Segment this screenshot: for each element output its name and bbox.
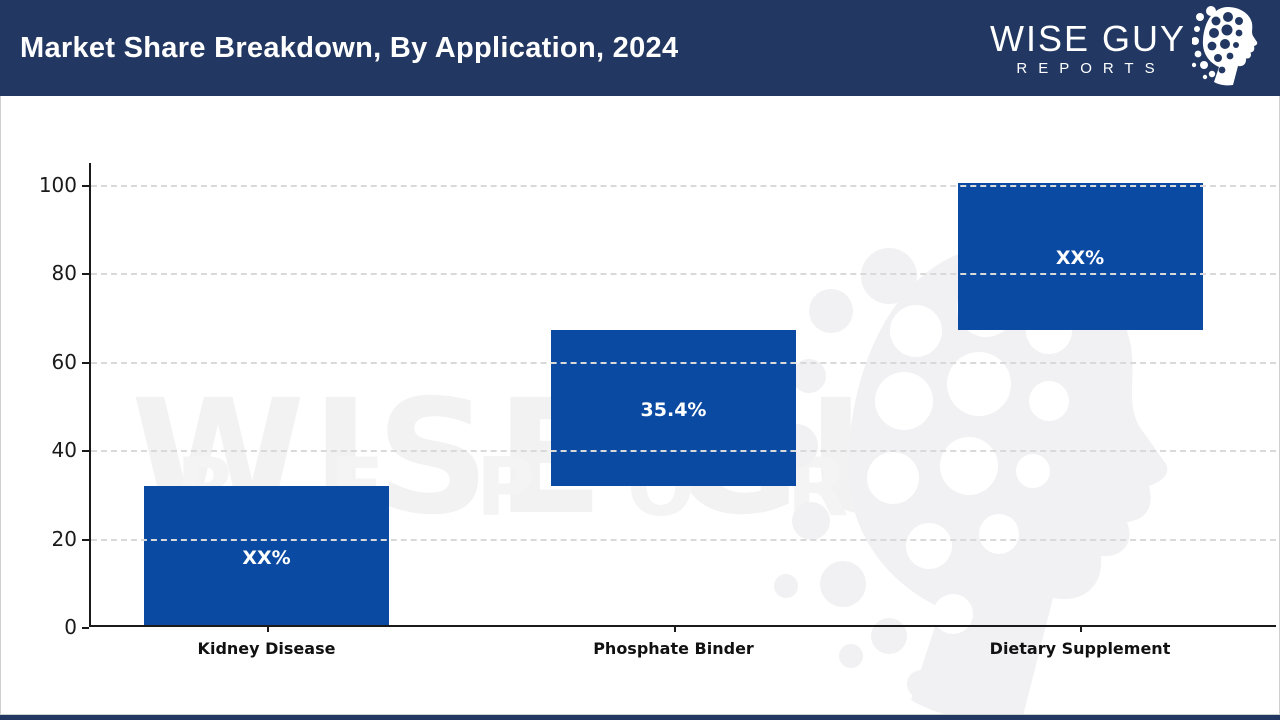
y-tick-label: 60 (51, 349, 77, 374)
plot-area: 0 20 40 60 80 100 XX% 35.4% XX% Kidney Disease Pho… (39, 163, 1276, 658)
bar-kidney-disease (144, 486, 389, 625)
y-tick-label: 20 (51, 526, 77, 551)
logo-wiseguy-text: WISE GUY (989, 17, 1186, 59)
y-tick-mark (82, 627, 89, 629)
x-axis-label-phosphate-binder: Phosphate Binder (593, 639, 754, 658)
bar-value-label: 35.4% (640, 398, 707, 421)
y-tick-mark (82, 361, 89, 364)
gridline-y100 (91, 185, 1276, 187)
chart-area: WISE GUY REPORTS (0, 96, 1280, 714)
x-tick-mark (1080, 625, 1082, 632)
bar-phosphate-binder (551, 329, 796, 487)
bar-value-label: XX% (242, 546, 291, 569)
gridline-y40 (91, 450, 1276, 453)
y-tick-mark (82, 538, 89, 541)
header-banner: Market Share Breakdown, By Application, … (0, 0, 1280, 96)
gridline-y20 (91, 538, 1276, 541)
y-tick-label: 0 (64, 615, 77, 639)
y-tick-mark (82, 450, 89, 453)
footer-accent-bar (0, 714, 1280, 720)
y-tick-label: 100 (38, 173, 77, 197)
logo-wordmark: WISE GUY REPORTS (989, 17, 1186, 77)
page-title: Market Share Breakdown, By Application, … (20, 31, 679, 64)
bar-dietary-supplement (957, 183, 1203, 330)
x-axis-label-kidney-disease: Kidney Disease (197, 639, 336, 658)
logo-head-icon (1191, 5, 1258, 91)
gridline-y60 (91, 361, 1276, 364)
x-tick-mark (266, 625, 269, 632)
y-tick-label: 40 (51, 438, 77, 463)
bar-value-label: XX% (1055, 247, 1105, 270)
wiseguy-logo: WISE GUY REPORTS (990, 5, 1258, 91)
x-axis-label-dietary-supplement: Dietary Supplement (989, 639, 1171, 658)
logo-reports-text: REPORTS (1016, 59, 1166, 77)
gridline-y80 (91, 273, 1276, 276)
y-tick-mark (82, 185, 89, 187)
y-tick-label: 80 (51, 261, 77, 286)
x-tick-mark (673, 625, 676, 632)
y-tick-mark (82, 273, 89, 276)
